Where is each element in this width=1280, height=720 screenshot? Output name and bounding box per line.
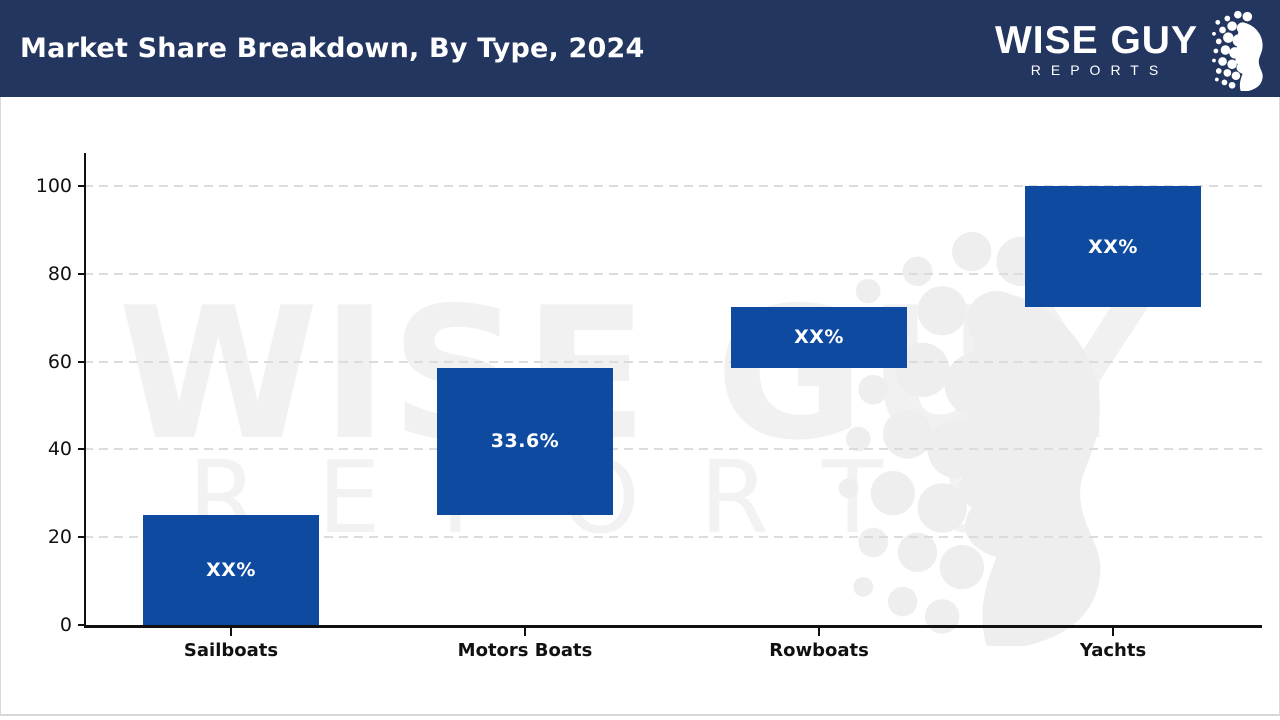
y-tick-80: [78, 272, 86, 275]
x-axis: [84, 625, 1262, 628]
bar-value-label: XX%: [1088, 235, 1138, 258]
y-tick-label-40: 40: [47, 438, 72, 461]
gridline-80: [84, 272, 1262, 275]
logo-reports-text: REPORTS: [1030, 61, 1169, 78]
x-tick-1: [524, 628, 526, 636]
x-category-label-2: Rowboats: [769, 640, 869, 661]
chart-title: Market Share Breakdown, By Type, 2024: [20, 33, 645, 64]
y-tick-0: [78, 624, 86, 626]
gridline-60: [84, 360, 1262, 363]
x-category-label-3: Yachts: [1079, 640, 1147, 661]
wiseguy-face-icon: [1212, 10, 1263, 91]
y-tick-label-0: 0: [59, 614, 72, 636]
y-tick-label-60: 60: [47, 350, 72, 373]
gridline-100: [84, 185, 1262, 187]
watermark-face-icon: [838, 231, 1101, 646]
bar-rowboats: XX%: [731, 307, 907, 368]
bar-value-label: XX%: [794, 326, 844, 349]
y-tick-60: [78, 360, 86, 363]
gridline-40: [84, 448, 1262, 451]
bar-value-label: 33.6%: [490, 430, 560, 453]
x-tick-3: [1112, 628, 1114, 636]
x-tick-0: [230, 628, 232, 636]
gridline-20: [84, 536, 1262, 539]
bar-motors-boats: 33.6%: [437, 367, 613, 516]
y-tick-20: [78, 536, 86, 539]
y-tick-label-100: 100: [35, 175, 72, 197]
bar-yachts: XX%: [1025, 186, 1201, 308]
y-tick-100: [78, 185, 86, 187]
y-tick-label-20: 20: [47, 526, 72, 549]
logo-wiseguy-text: WISE GUY: [994, 18, 1198, 62]
bar-value-label: XX%: [206, 559, 256, 582]
y-tick-label-80: 80: [47, 262, 72, 285]
x-tick-2: [818, 628, 820, 636]
bar-sailboats: XX%: [143, 515, 319, 625]
x-category-label-1: Motors Boats: [457, 640, 593, 661]
x-category-label-0: Sailboats: [183, 640, 279, 661]
y-axis: [84, 153, 86, 628]
wiseguy-logo: WISE GUY REPORTS: [995, 7, 1266, 91]
y-tick-40: [78, 448, 86, 451]
header-banner: Market Share Breakdown, By Type, 2024 WI…: [0, 0, 1280, 97]
